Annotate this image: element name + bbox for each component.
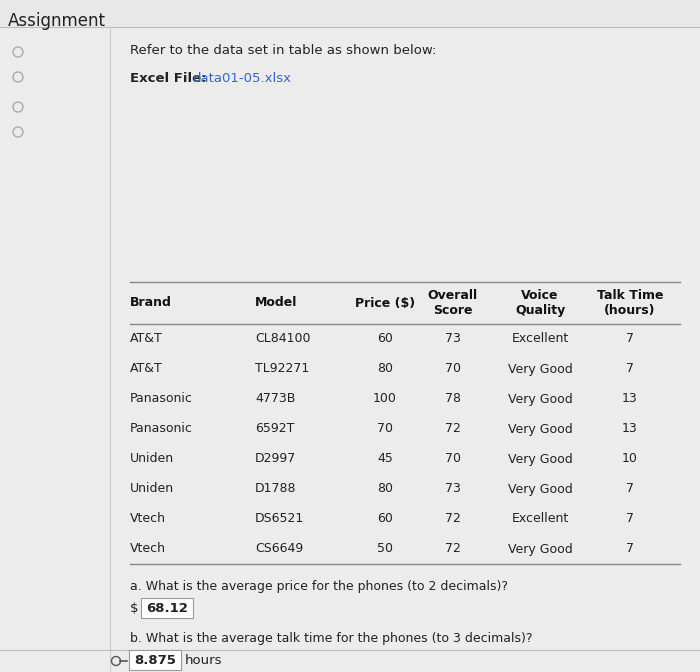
Text: Overall
Score: Overall Score	[428, 289, 477, 317]
Text: Excellent: Excellent	[512, 333, 568, 345]
Text: 7: 7	[626, 482, 634, 495]
Text: 45: 45	[377, 452, 393, 466]
Text: Refer to the data set in table as shown below:: Refer to the data set in table as shown …	[130, 44, 436, 57]
Text: Excel File:: Excel File:	[130, 72, 211, 85]
Text: data01-05.xlsx: data01-05.xlsx	[192, 72, 291, 85]
Text: 6592T: 6592T	[255, 423, 295, 435]
Text: 73: 73	[444, 333, 461, 345]
Text: 10: 10	[622, 452, 638, 466]
Text: Very Good: Very Good	[508, 423, 573, 435]
FancyBboxPatch shape	[0, 27, 700, 672]
Text: Uniden: Uniden	[130, 482, 174, 495]
Text: 72: 72	[444, 542, 461, 556]
Text: Brand: Brand	[130, 296, 172, 310]
Text: hours: hours	[185, 653, 223, 667]
Text: D1788: D1788	[255, 482, 297, 495]
Text: TL92271: TL92271	[255, 362, 309, 376]
Text: 78: 78	[444, 392, 461, 405]
Text: 70: 70	[444, 362, 461, 376]
Text: 100: 100	[373, 392, 397, 405]
Text: b. What is the average talk time for the phones (to 3 decimals)?: b. What is the average talk time for the…	[130, 632, 533, 645]
Text: 13: 13	[622, 423, 638, 435]
Text: CL84100: CL84100	[255, 333, 311, 345]
Text: 60: 60	[377, 513, 393, 526]
Text: 70: 70	[377, 423, 393, 435]
Text: 13: 13	[622, 392, 638, 405]
Text: Price ($): Price ($)	[355, 296, 415, 310]
Text: 4773B: 4773B	[255, 392, 295, 405]
Text: AT&T: AT&T	[130, 362, 162, 376]
Text: 50: 50	[377, 542, 393, 556]
Text: Vtech: Vtech	[130, 513, 166, 526]
Text: CS6649: CS6649	[255, 542, 303, 556]
Text: 7: 7	[626, 362, 634, 376]
Text: $: $	[130, 603, 139, 616]
Text: Very Good: Very Good	[508, 362, 573, 376]
FancyBboxPatch shape	[141, 598, 193, 618]
Text: 60: 60	[377, 333, 393, 345]
Text: 72: 72	[444, 423, 461, 435]
Text: 73: 73	[444, 482, 461, 495]
Text: Assignment: Assignment	[8, 12, 106, 30]
Text: Very Good: Very Good	[508, 392, 573, 405]
Text: Voice
Quality: Voice Quality	[515, 289, 565, 317]
Text: 7: 7	[626, 542, 634, 556]
Text: 7: 7	[626, 513, 634, 526]
Text: Icon Key: Icon Key	[130, 656, 177, 666]
Text: 7: 7	[626, 333, 634, 345]
Text: 8.875: 8.875	[134, 653, 176, 667]
Text: Panasonic: Panasonic	[130, 423, 193, 435]
Text: D2997: D2997	[255, 452, 296, 466]
Text: Model: Model	[255, 296, 298, 310]
Text: Uniden: Uniden	[130, 452, 174, 466]
Text: Very Good: Very Good	[508, 452, 573, 466]
Text: 80: 80	[377, 362, 393, 376]
Text: Panasonic: Panasonic	[130, 392, 193, 405]
Text: DS6521: DS6521	[255, 513, 304, 526]
Text: 68.12: 68.12	[146, 601, 188, 614]
Text: AT&T: AT&T	[130, 333, 162, 345]
FancyBboxPatch shape	[129, 650, 181, 670]
Text: 70: 70	[444, 452, 461, 466]
Text: Very Good: Very Good	[508, 542, 573, 556]
Text: Very Good: Very Good	[508, 482, 573, 495]
Text: Talk Time
(hours): Talk Time (hours)	[596, 289, 664, 317]
Text: Vtech: Vtech	[130, 542, 166, 556]
Text: 80: 80	[377, 482, 393, 495]
Text: 72: 72	[444, 513, 461, 526]
Text: Excellent: Excellent	[512, 513, 568, 526]
Text: a. What is the average price for the phones (to 2 decimals)?: a. What is the average price for the pho…	[130, 580, 508, 593]
